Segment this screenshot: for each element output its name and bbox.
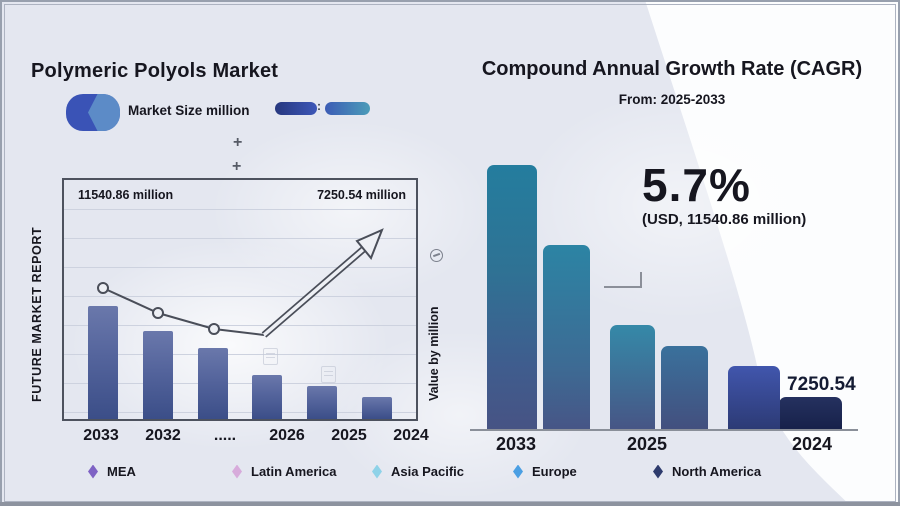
- ratio-pill-right: [325, 102, 370, 115]
- x-label: 2033: [83, 427, 119, 444]
- start-value-annotation: 11540.86 million: [78, 188, 174, 202]
- cagr-bar-2024-left: [728, 366, 780, 430]
- x-axis-labels: 2033 2032 ..... 2026 2025 2024: [62, 427, 450, 445]
- circle-minus-icon: [430, 249, 443, 262]
- trend-line-and-arrow: [97, 228, 384, 338]
- diamond-icon: [653, 464, 663, 479]
- plus-mark-icon: +: [233, 134, 243, 151]
- ratio-pill-left: [275, 102, 317, 115]
- legend-item-latin-america: Latin America: [232, 464, 337, 479]
- legend-label: MEA: [107, 464, 136, 479]
- diamond-icon: [372, 464, 382, 479]
- diamond-icon: [88, 464, 98, 479]
- market-size-label: Market Size million: [128, 103, 250, 118]
- side-label-future-market-report: FUTURE MARKET REPORT: [30, 226, 44, 402]
- cagr-subtitle: From: 2025-2033: [618, 92, 726, 107]
- legend-label: Europe: [532, 464, 577, 479]
- cagr-x-label: 2033: [496, 434, 537, 454]
- cagr-2024-value: 7250.54: [787, 374, 856, 395]
- legend-label: North America: [672, 464, 762, 479]
- x-label: .....: [213, 427, 237, 444]
- cagr-bar-2033-left: [487, 165, 537, 430]
- legend-item-europe: Europe: [513, 464, 577, 479]
- plus-mark-icon: +: [232, 158, 242, 175]
- legend-item-mea: MEA: [88, 464, 136, 479]
- cagr-baseline: [470, 429, 858, 431]
- x-label: 2032: [145, 427, 181, 444]
- value-axis-label: Value by million: [427, 306, 441, 402]
- cagr-bar-2025-right: [661, 346, 708, 430]
- step-connector-line: [604, 272, 642, 288]
- market-size-icon-facet: [88, 94, 120, 131]
- legend-label: Asia Pacific: [391, 464, 464, 479]
- cagr-x-label: 2024: [792, 434, 833, 454]
- legend-item-asia-pacific: Asia Pacific: [372, 464, 464, 479]
- legend-label: Latin America: [251, 464, 337, 479]
- x-label: 2025: [331, 427, 367, 444]
- diamond-icon: [232, 464, 242, 479]
- cagr-bar-2024-right: [779, 397, 842, 430]
- x-label: 2026: [269, 427, 305, 444]
- cagr-detail: (USD, 11540.86 million): [642, 211, 807, 228]
- cagr-x-label: 2025: [627, 434, 668, 454]
- legend-item-north-america: North America: [653, 464, 761, 479]
- cagr-title: Compound Annual Growth Rate (CAGR): [481, 58, 863, 80]
- page-title: Polymeric Polyols Market: [31, 60, 279, 82]
- market-size-icon: [66, 94, 120, 131]
- x-label: 2024: [393, 427, 429, 444]
- cagr-bar-2033-right: [543, 245, 590, 430]
- diamond-icon: [513, 464, 523, 479]
- market-size-chart: 11540.86 million 7250.54 million: [62, 178, 418, 421]
- cagr-value: 5.7%: [642, 159, 751, 211]
- cagr-bar-2025-left: [610, 325, 655, 430]
- ratio-colon: :: [317, 99, 321, 113]
